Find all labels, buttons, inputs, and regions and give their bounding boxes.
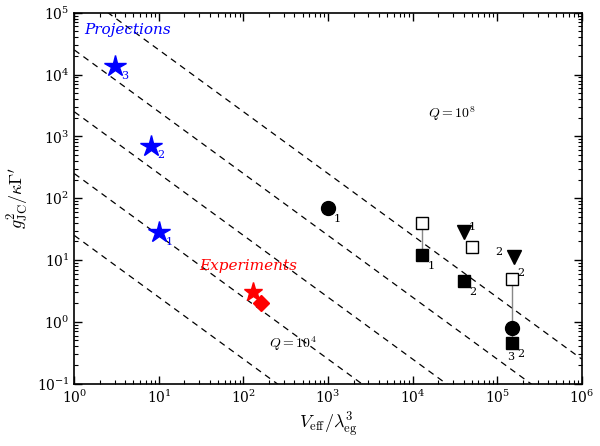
Text: 3: 3 xyxy=(122,71,129,81)
Text: 2: 2 xyxy=(158,150,165,161)
Text: Experiments: Experiments xyxy=(199,259,297,273)
Text: 1: 1 xyxy=(428,261,435,271)
X-axis label: $V_{\mathrm{eff}}/\lambda_{\mathrm{eg}}^3$: $V_{\mathrm{eff}}/\lambda_{\mathrm{eg}}^… xyxy=(299,411,357,441)
Text: 1: 1 xyxy=(166,237,173,247)
Text: 1: 1 xyxy=(334,214,341,224)
Text: $Q = 10^8$: $Q = 10^8$ xyxy=(428,104,475,123)
Text: 2: 2 xyxy=(495,247,502,257)
Text: Projections: Projections xyxy=(84,23,170,37)
Text: 2: 2 xyxy=(469,287,476,297)
Y-axis label: $g_{\mathrm{JC}}^2/\kappa\Gamma'$: $g_{\mathrm{JC}}^2/\kappa\Gamma'$ xyxy=(5,167,31,229)
Text: $Q = 10^4$: $Q = 10^4$ xyxy=(269,334,317,353)
Text: 3: 3 xyxy=(507,352,514,362)
Text: 2: 2 xyxy=(518,268,525,278)
Text: 2: 2 xyxy=(518,349,525,359)
Text: 1: 1 xyxy=(469,222,476,231)
